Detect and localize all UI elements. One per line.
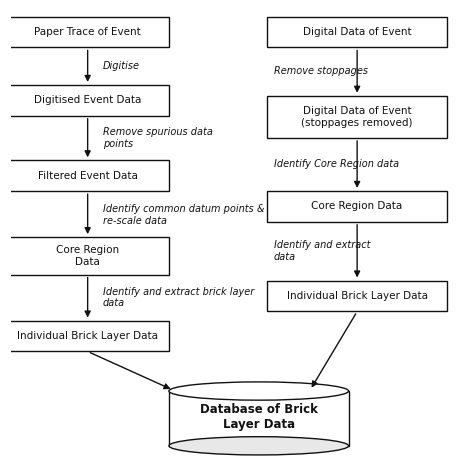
Text: Identify common datum points &
re-scale data: Identify common datum points & re-scale … <box>103 204 264 226</box>
FancyBboxPatch shape <box>6 85 169 116</box>
Text: Remove spurious data
points: Remove spurious data points <box>103 127 212 149</box>
Text: Digitised Event Data: Digitised Event Data <box>34 95 141 105</box>
FancyBboxPatch shape <box>267 17 447 47</box>
Ellipse shape <box>169 382 348 400</box>
Text: Filtered Event Data: Filtered Event Data <box>38 171 137 181</box>
Text: Digitise: Digitise <box>103 61 140 71</box>
Text: Individual Brick Layer Data: Individual Brick Layer Data <box>17 331 158 341</box>
FancyBboxPatch shape <box>6 160 169 191</box>
Text: Digital Data of Event
(stoppages removed): Digital Data of Event (stoppages removed… <box>301 106 413 128</box>
Text: Identify and extract
data: Identify and extract data <box>273 240 370 262</box>
Text: Core Region Data: Core Region Data <box>311 201 403 211</box>
Text: Database of Brick
Layer Data: Database of Brick Layer Data <box>200 402 318 430</box>
Text: Digital Data of Event: Digital Data of Event <box>303 27 411 37</box>
Text: Identify and extract brick layer
data: Identify and extract brick layer data <box>103 286 254 308</box>
Polygon shape <box>169 391 348 446</box>
FancyBboxPatch shape <box>267 191 447 222</box>
Ellipse shape <box>169 437 348 455</box>
Text: Remove stoppages: Remove stoppages <box>273 66 368 76</box>
FancyBboxPatch shape <box>6 237 169 275</box>
Text: Identify Core Region data: Identify Core Region data <box>273 159 399 169</box>
Text: Paper Trace of Event: Paper Trace of Event <box>34 27 141 37</box>
FancyBboxPatch shape <box>267 96 447 138</box>
FancyBboxPatch shape <box>267 281 447 311</box>
FancyBboxPatch shape <box>6 320 169 351</box>
Text: Core Region
Data: Core Region Data <box>56 245 119 267</box>
Text: Individual Brick Layer Data: Individual Brick Layer Data <box>287 291 428 301</box>
FancyBboxPatch shape <box>6 17 169 47</box>
